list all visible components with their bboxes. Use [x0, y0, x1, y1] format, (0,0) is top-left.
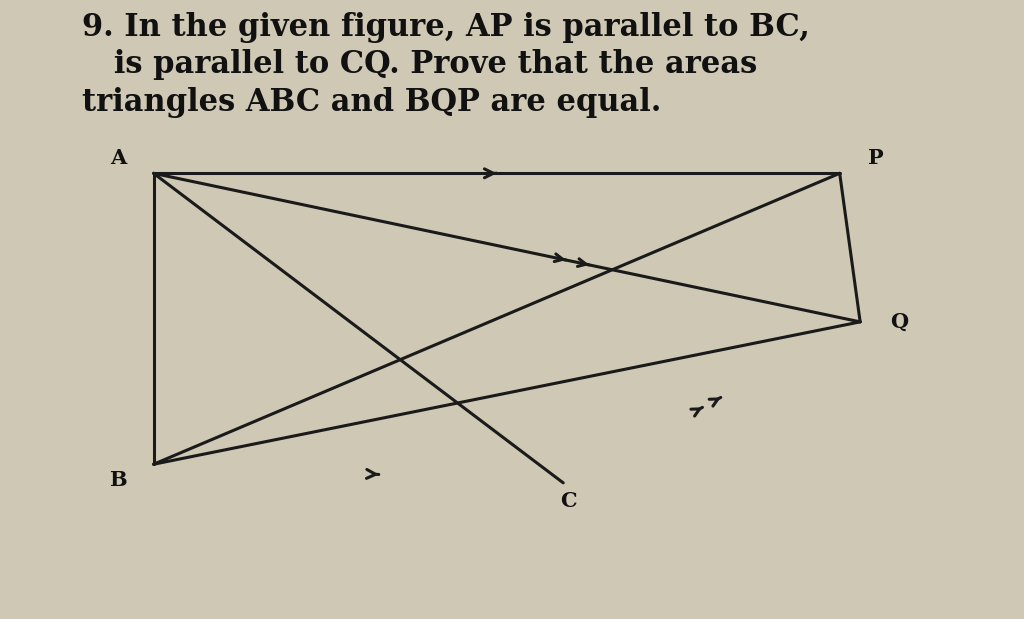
- Text: triangles ABC and BQP are equal.: triangles ABC and BQP are equal.: [82, 87, 662, 118]
- Text: B: B: [109, 470, 127, 490]
- Text: A: A: [110, 148, 126, 168]
- Text: is parallel to CQ. Prove that the areas: is parallel to CQ. Prove that the areas: [82, 50, 757, 80]
- Text: C: C: [560, 491, 577, 511]
- Text: Q: Q: [890, 312, 908, 332]
- Text: 9. In the given figure, AP is parallel to BC,: 9. In the given figure, AP is parallel t…: [82, 12, 810, 43]
- Text: P: P: [867, 148, 884, 168]
